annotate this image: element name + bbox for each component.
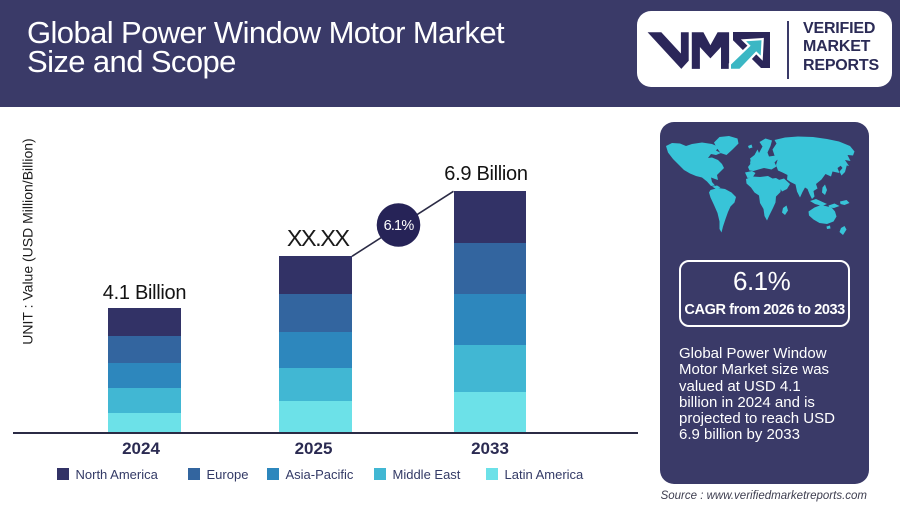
svg-text:6.1%: 6.1% <box>384 218 415 234</box>
